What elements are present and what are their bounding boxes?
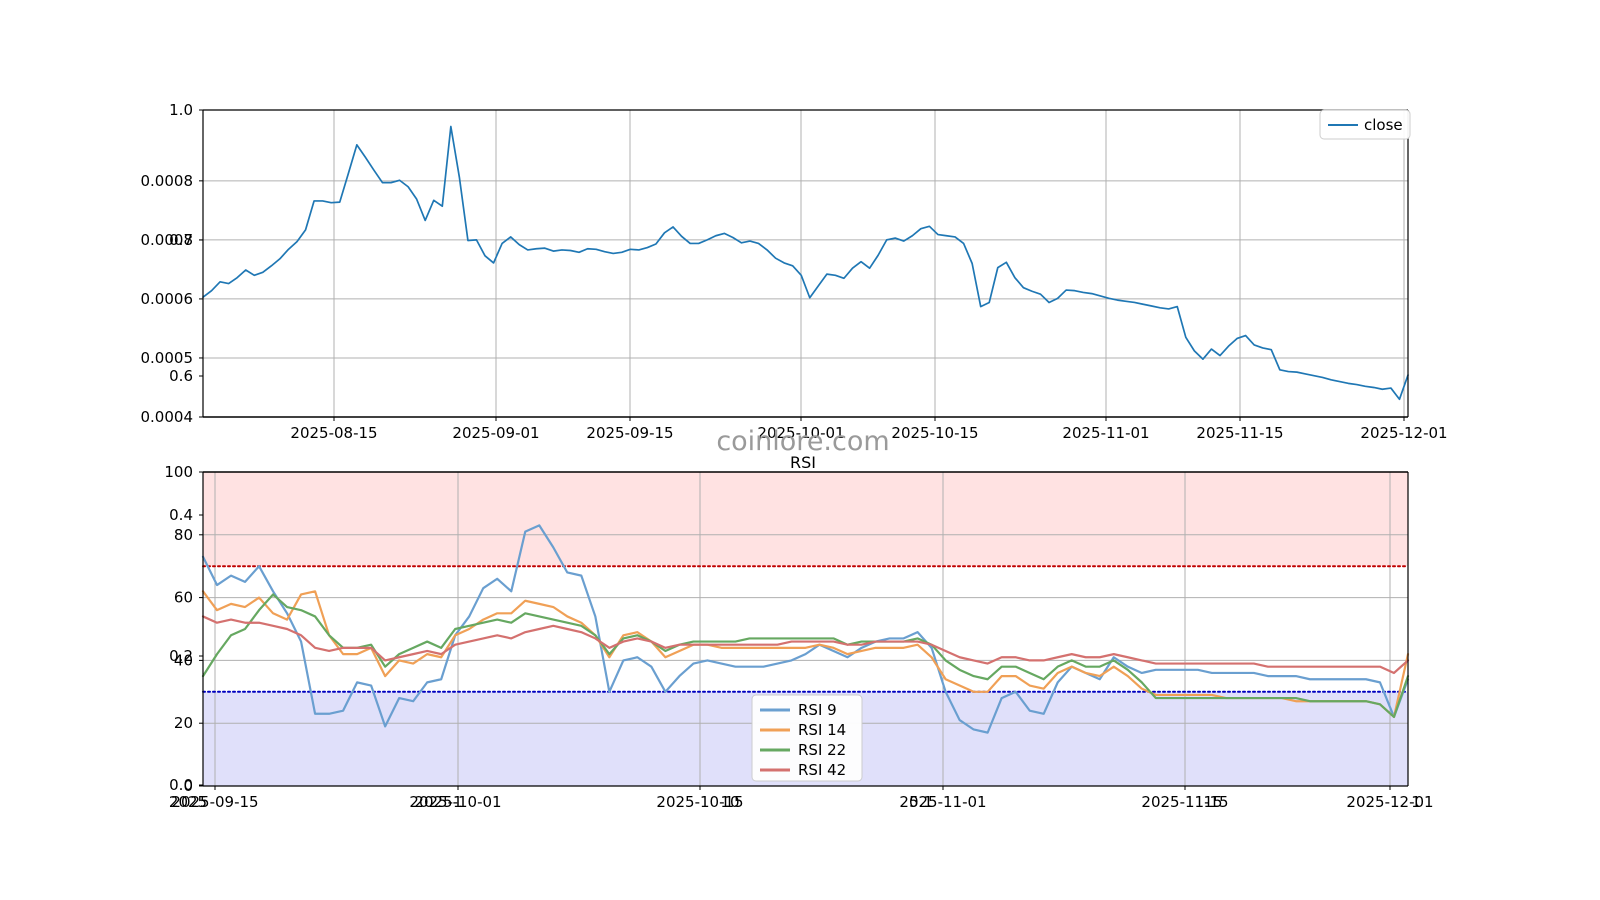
price-xtick-label: 2025-09-15 [586, 424, 673, 442]
price-xtick-label: 2025-11-01 [1062, 424, 1149, 442]
rsi-legend[interactable]: RSI 9 RSI 14 RSI 22 RSI 42 [751, 694, 863, 782]
rsi-xtick-label-overlap: 2025-1 [409, 793, 462, 811]
rsi-xtick-label: 2025-11-01 [899, 793, 986, 811]
price-xtick-label: 2025-10-01 [757, 424, 844, 442]
price-ytick-label-secondary: 1.0 [169, 101, 193, 119]
rsi-legend-label: RSI 22 [798, 741, 846, 759]
rsi-xtick-label-overlap: 2025 [169, 793, 207, 811]
price-xtick-label: 2025-08-15 [290, 424, 377, 442]
rsi-22-line [201, 593, 1410, 719]
rsi-ytick-label: 20 [174, 714, 193, 732]
rsi-ytick-label: 0 [183, 777, 193, 795]
rsi-ytick-label-secondary: 0.0 [169, 776, 193, 794]
rsi-xtick-label: 2025-10-01 [414, 793, 501, 811]
price-legend-box [1319, 109, 1411, 140]
rsi-title: RSI [790, 453, 816, 472]
price-subplot: 0.0004 0.0005 0.0006 0.0007 0.0008 0.6 0.8 1.0 2… [141, 101, 1448, 442]
rsi-xtick-label-overlap: 1 [1411, 793, 1421, 811]
rsi-legend-label: RSI 9 [798, 701, 837, 719]
rsi-legend-label: RSI 14 [798, 721, 846, 739]
price-xtick-label: 2025-11-15 [1196, 424, 1283, 442]
price-xtick-label: 2025-09-01 [452, 424, 539, 442]
rsi-xtick-label: 2025-12-01 [1346, 793, 1433, 811]
price-ytick-label: 0.0008 [141, 172, 194, 190]
price-ytick-label: 0.0004 [141, 408, 194, 426]
rsi-ytick-label: 80 [174, 526, 193, 544]
rsi-xtick-label-overlap: 5.1 [909, 793, 933, 811]
price-close-line [202, 125, 1409, 401]
rsi-ytick-label: 60 [174, 589, 193, 607]
rsi-legend-item-14[interactable]: RSI 14 [760, 721, 846, 739]
rsi-14-line [201, 590, 1410, 719]
price-ytick-label-secondary: 0.8 [169, 231, 193, 249]
rsi-xtick-label-overlap: 10 [720, 793, 739, 811]
rsi-xtick-label: 2025-09-15 [171, 793, 258, 811]
rsi-legend-label: RSI 42 [798, 761, 846, 779]
price-xtick-label: 2025-12-01 [1360, 424, 1447, 442]
rsi-subplot: 0 20 40 60 80 100 0.0 0.2 0.4 2025-09-15 2025-10-0… [164, 463, 1433, 811]
rsi-ytick-label-secondary: 0.4 [169, 506, 193, 524]
price-legend-label-close: close [1364, 116, 1403, 134]
rsi-legend-item-42[interactable]: RSI 42 [760, 761, 846, 779]
rsi-ytick-label: 40 [174, 651, 193, 669]
rsi-xtick-label-overlap: 15 [1203, 793, 1222, 811]
watermark: coinlore.com [716, 426, 889, 457]
rsi-xtick-label: 2025-10-15 [656, 793, 743, 811]
rsi-9-line [201, 524, 1410, 734]
price-plot-background [203, 110, 1408, 417]
rsi-legend-item-9[interactable]: RSI 9 [760, 701, 837, 719]
rsi-legend-box [751, 694, 863, 782]
rsi-legend-item-22[interactable]: RSI 22 [760, 741, 846, 759]
rsi-ytick-label: 100 [164, 463, 193, 481]
price-ytick-label-secondary: 0.6 [169, 367, 193, 385]
price-ytick-label: 0.0006 [141, 290, 194, 308]
price-legend[interactable]: close [1319, 109, 1411, 140]
rsi-overbought-band [203, 472, 1408, 567]
price-ytick-label: 0.0005 [141, 349, 194, 367]
rsi-ytick-label-secondary: 0.2 [169, 647, 193, 665]
rsi-42-line [201, 615, 1410, 675]
price-xtick-label: 2025-10-15 [891, 424, 978, 442]
price-ytick-label: 0.0007 [141, 231, 194, 249]
rsi-xtick-label: 2025-11-15 [1141, 793, 1228, 811]
